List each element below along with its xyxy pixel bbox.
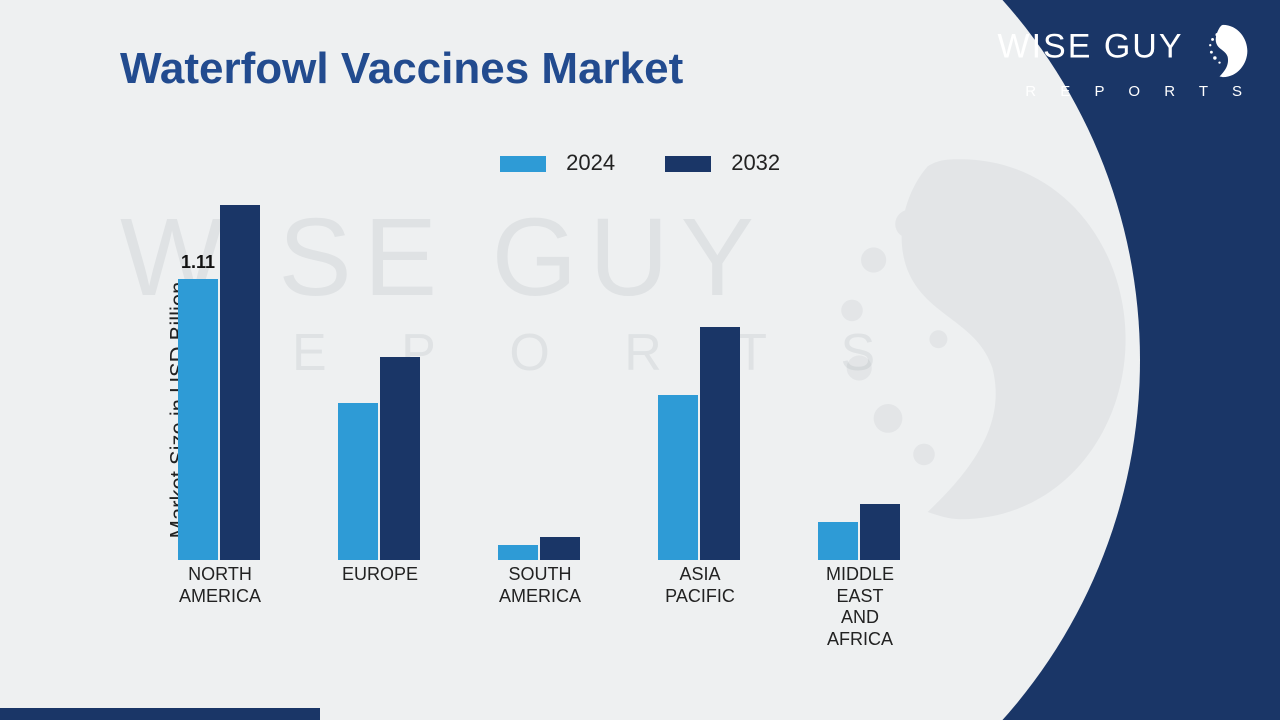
data-label: 1.11 <box>168 252 228 273</box>
brand-line2: R E P O R T S <box>998 83 1252 100</box>
chart-legend: 2024 2032 <box>500 150 780 176</box>
brand-head-icon <box>1194 22 1252 85</box>
chart-title: Waterfowl Vaccines Market <box>120 44 683 94</box>
x-label: NORTHAMERICA <box>150 564 290 607</box>
x-label: ASIAPACIFIC <box>630 564 770 607</box>
brand-logo: WISE GUY R E P O R T S <box>998 22 1252 100</box>
bottom-accent-bar <box>0 708 320 720</box>
legend-item-2024: 2024 <box>500 150 615 176</box>
bar <box>818 522 858 560</box>
bar <box>498 545 538 560</box>
x-label: EUROPE <box>310 564 450 586</box>
bar <box>380 357 420 560</box>
legend-label-2032: 2032 <box>731 150 780 175</box>
bar <box>860 504 900 560</box>
x-label: MIDDLEEASTANDAFRICA <box>790 564 930 650</box>
bar <box>658 395 698 560</box>
legend-item-2032: 2032 <box>665 150 780 176</box>
bar <box>178 279 218 560</box>
legend-swatch-2024 <box>500 156 546 172</box>
bar <box>338 403 378 560</box>
chart-area: Market Size in USD Billion 2024 2032 1.1… <box>60 150 960 670</box>
bar <box>700 327 740 560</box>
legend-label-2024: 2024 <box>566 150 615 175</box>
x-label: SOUTHAMERICA <box>470 564 610 607</box>
brand-line1: WISE GUY <box>998 28 1184 66</box>
bar <box>540 537 580 560</box>
chart-plot: 1.11 <box>140 180 940 560</box>
page-root: WISE GUY R E P O R T S Waterfowl Vaccine… <box>0 0 1280 720</box>
legend-swatch-2032 <box>665 156 711 172</box>
